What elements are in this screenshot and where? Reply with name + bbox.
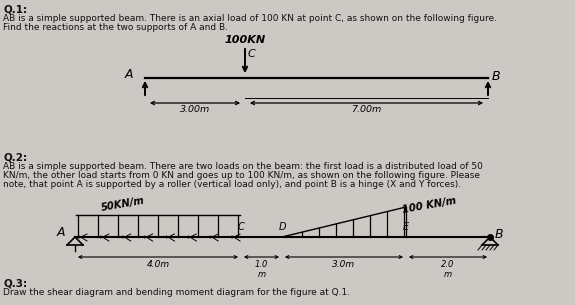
Text: A: A <box>56 225 65 239</box>
Text: KN/m, the other load starts from 0 KN and goes up to 100 KN/m, as shown on the f: KN/m, the other load starts from 0 KN an… <box>3 171 480 180</box>
Text: 1.0
m: 1.0 m <box>255 260 268 279</box>
Text: B: B <box>492 70 501 82</box>
Text: E: E <box>403 222 409 232</box>
Text: AB is a simple supported beam. There are two loads on the beam: the first load i: AB is a simple supported beam. There are… <box>3 162 483 171</box>
Text: 3.00m: 3.00m <box>180 105 210 114</box>
Text: 100 KN/m: 100 KN/m <box>401 196 457 215</box>
Text: C: C <box>248 49 256 59</box>
Text: 100KN: 100KN <box>224 35 266 45</box>
Text: note, that point A is supported by a roller (vertical load only), and point B is: note, that point A is supported by a rol… <box>3 180 461 189</box>
Text: 4.0m: 4.0m <box>147 260 170 269</box>
Text: A: A <box>125 67 133 81</box>
Text: Find the reactions at the two supports of A and B.: Find the reactions at the two supports o… <box>3 23 228 32</box>
Text: AB is a simple supported beam. There is an axial load of 100 KN at point C, as s: AB is a simple supported beam. There is … <box>3 14 497 23</box>
Text: Q.1:: Q.1: <box>3 4 27 14</box>
Text: 7.00m: 7.00m <box>351 105 382 114</box>
Text: Q.2:: Q.2: <box>3 152 27 162</box>
Text: 2.0
m: 2.0 m <box>442 260 455 279</box>
Text: 50KN/m: 50KN/m <box>100 195 145 213</box>
Text: 3.0m: 3.0m <box>332 260 355 269</box>
Text: B: B <box>495 228 504 242</box>
Text: Q.3:: Q.3: <box>3 278 27 288</box>
Text: D: D <box>278 222 286 232</box>
Text: Draw the shear diagram and bending moment diagram for the figure at Q.1.: Draw the shear diagram and bending momen… <box>3 288 350 297</box>
Text: C: C <box>237 222 244 232</box>
